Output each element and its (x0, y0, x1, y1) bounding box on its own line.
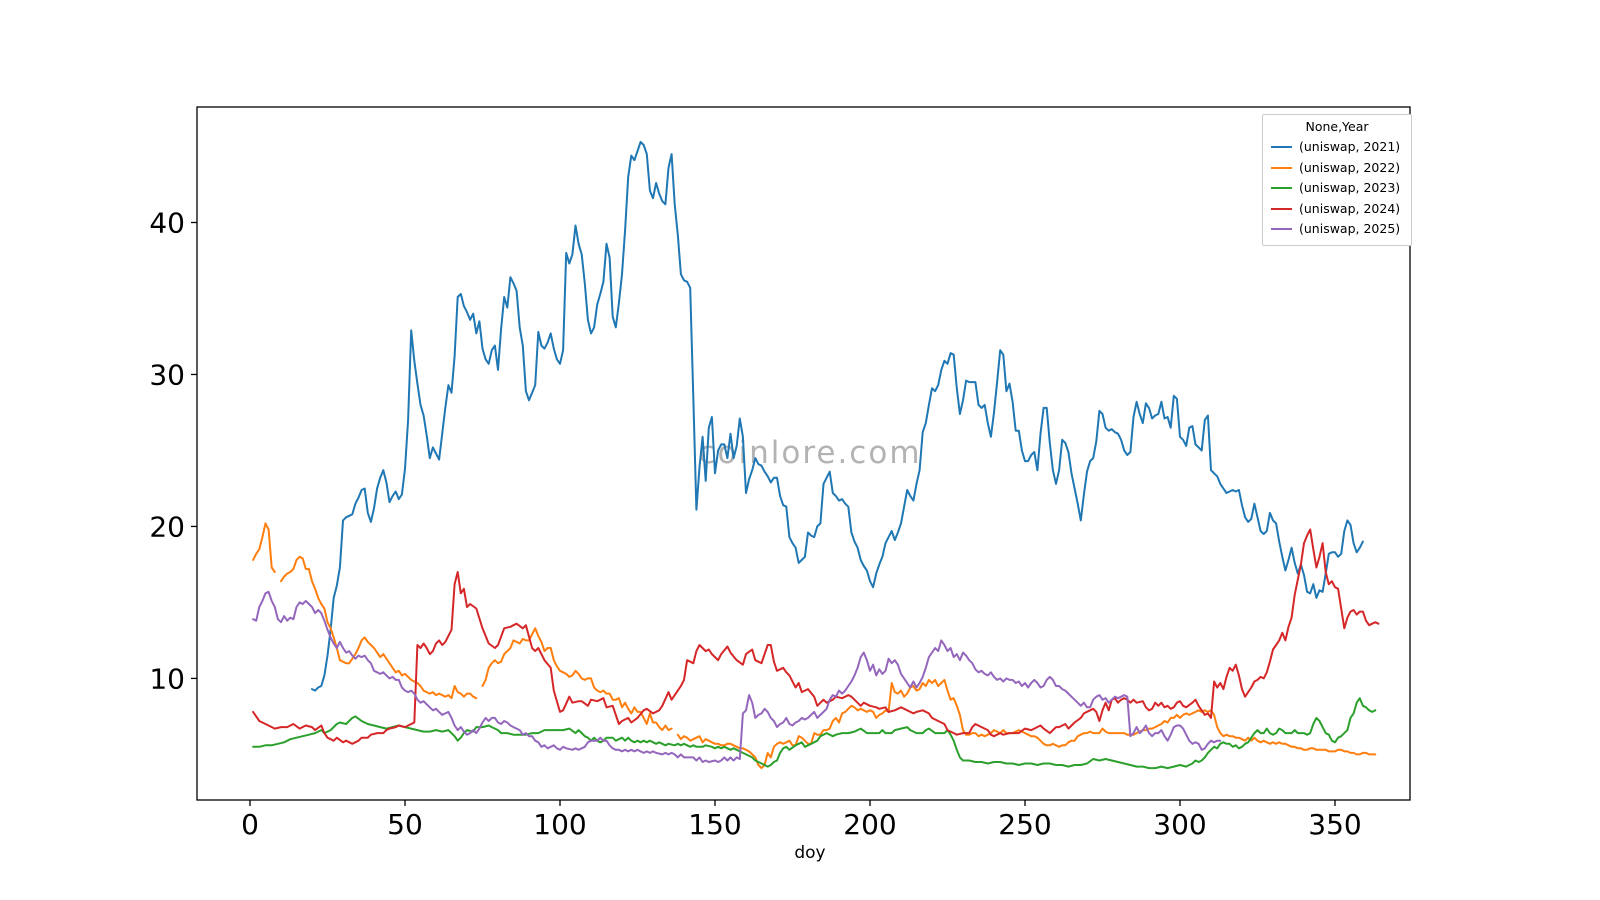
legend-label: (uniswap, 2021) (1299, 139, 1401, 154)
legend-item-uniswap-2023: (uniswap, 2023) (1271, 178, 1403, 199)
legend-line-swatch (1271, 187, 1292, 190)
series-line-2023 (252, 697, 1377, 770)
legend-item-uniswap-2022: (uniswap, 2022) (1271, 158, 1403, 179)
x-tick-label: 300 (1153, 808, 1206, 841)
series-lines (252, 141, 1380, 770)
x-tick-label: 100 (533, 808, 586, 841)
legend-item-uniswap-2025: (uniswap, 2025) (1271, 219, 1403, 240)
y-tick-label: 10 (149, 662, 185, 695)
legend-title: None,Year (1305, 119, 1369, 134)
x-axis-ticks: 0 50 100 150 200 250 300 350 (241, 800, 1362, 841)
legend-line-swatch (1271, 228, 1292, 231)
legend-item-uniswap-2024: (uniswap, 2024) (1271, 199, 1403, 220)
x-axis-label: doy (794, 843, 825, 863)
legend-items: (uniswap, 2021) (uniswap, 2022) (uniswap, … (1271, 137, 1403, 240)
y-tick-label: 20 (149, 510, 185, 543)
series-line-2022 (252, 522, 1377, 770)
legend-label: (uniswap, 2024) (1299, 200, 1401, 216)
x-tick-label: 350 (1308, 808, 1361, 841)
legend-item-uniswap-2021: (uniswap, 2021) (1271, 137, 1403, 158)
series-line-2024 (252, 528, 1380, 745)
series-line-2025 (252, 590, 1222, 763)
x-tick-label: 0 (241, 808, 259, 841)
y-tick-label: 30 (149, 358, 185, 391)
y-axis-ticks: 10 20 30 40 (149, 207, 197, 695)
legend-label: (uniswap, 2025) (1299, 221, 1401, 236)
legend-line-swatch (1271, 146, 1292, 149)
legend-line-swatch (1271, 207, 1292, 210)
legend-label: (uniswap, 2023) (1299, 180, 1401, 195)
x-tick-label: 250 (998, 808, 1051, 841)
plot-frame (196, 106, 1411, 801)
x-tick-label: 150 (688, 808, 741, 841)
y-tick-label: 40 (149, 207, 185, 240)
legend-line-swatch (1271, 166, 1292, 169)
legend-label: (uniswap, 2022) (1299, 159, 1401, 175)
series-line-2021 (311, 141, 1364, 692)
x-tick-label: 200 (843, 808, 896, 841)
legend: None,Year (uniswap, 2021) (uniswap, 2022)… (1262, 114, 1412, 246)
x-tick-label: 50 (387, 808, 423, 841)
